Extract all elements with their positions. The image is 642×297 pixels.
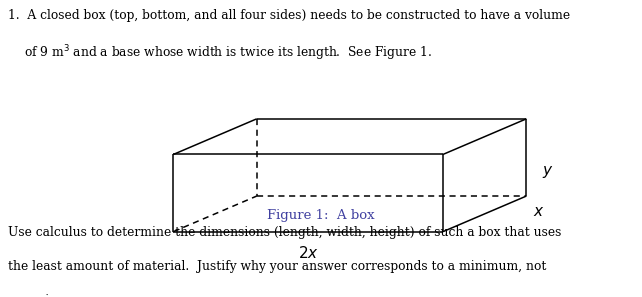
Text: 1.  A closed box (top, bottom, and all four sides) needs to be constructed to ha: 1. A closed box (top, bottom, and all fo… — [8, 9, 571, 22]
Text: of 9 m$^3$ and a base whose width is twice its length.  See Figure 1.: of 9 m$^3$ and a base whose width is twi… — [24, 43, 433, 63]
Text: Use calculus to determine the dimensions (length, width, height) of such a box t: Use calculus to determine the dimensions… — [8, 226, 562, 239]
Text: $2x$: $2x$ — [298, 245, 318, 261]
Text: a maximum.: a maximum. — [8, 294, 85, 297]
Text: $y$: $y$ — [542, 164, 554, 180]
Text: $x$: $x$ — [533, 205, 544, 219]
Text: the least amount of material.  Justify why your answer corresponds to a minimum,: the least amount of material. Justify wh… — [8, 260, 547, 273]
Text: Figure 1:  A box: Figure 1: A box — [267, 209, 375, 222]
